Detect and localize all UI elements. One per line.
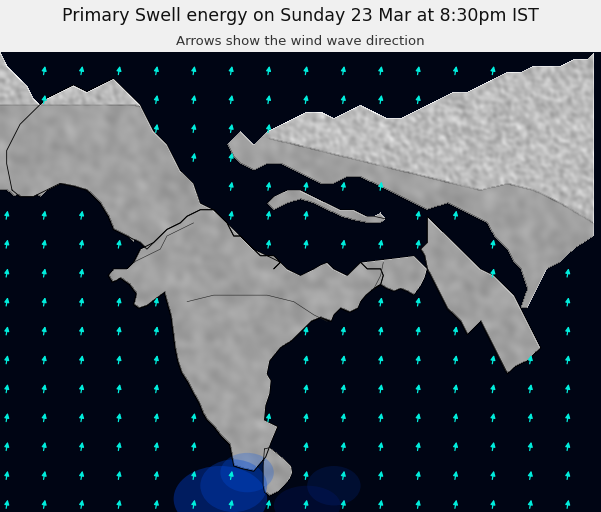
Ellipse shape [307,466,361,505]
Ellipse shape [174,466,267,512]
Ellipse shape [274,486,341,512]
Text: Primary Swell energy on Sunday 23 Mar at 8:30pm IST: Primary Swell energy on Sunday 23 Mar at… [62,7,539,25]
Ellipse shape [221,453,274,492]
Ellipse shape [200,459,267,512]
Text: Arrows show the wind wave direction: Arrows show the wind wave direction [176,35,425,48]
